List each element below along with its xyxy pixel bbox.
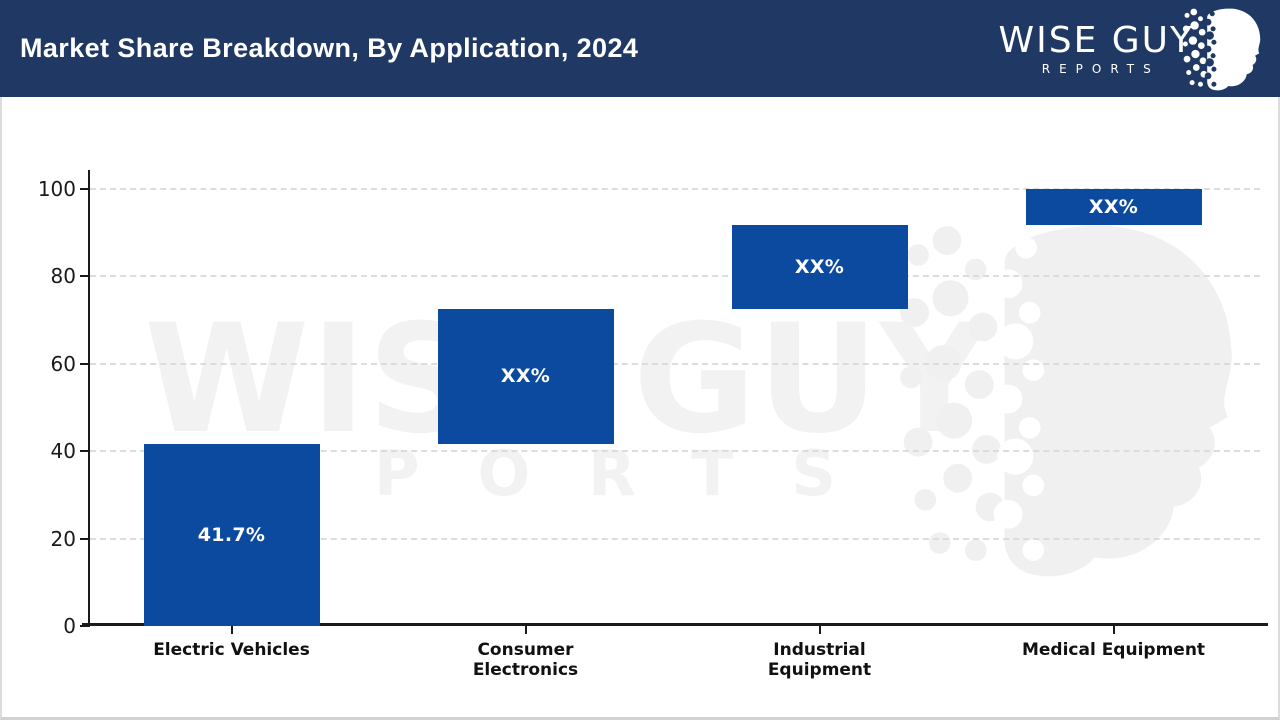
- y-tick-label-0: 0: [63, 614, 76, 638]
- header: Market Share Breakdown, By Application, …: [0, 0, 1280, 97]
- y-tick-0: [80, 625, 90, 627]
- watermark-subtitle: PORTS: [374, 437, 895, 510]
- y-tick-label-60: 60: [50, 351, 76, 376]
- x-tick-medical-equipment: [1112, 626, 1115, 634]
- x-tick-electric-vehicles: [230, 626, 233, 634]
- logo-text: WISE GUY REPORTS: [998, 19, 1195, 76]
- wise-guy-logo: WISE GUY REPORTS: [999, 6, 1267, 92]
- gridline-60: [90, 362, 1260, 365]
- y-axis-spine: [88, 170, 90, 626]
- x-tick-industrial-equipment: [818, 626, 821, 634]
- watermark-head-icon: [900, 225, 1232, 577]
- y-tick-20: [80, 537, 90, 540]
- bar-consumer-electronics: XX%: [437, 308, 614, 444]
- x-category-label-electric-vehicles: Electric Vehicles: [153, 640, 310, 660]
- x-tick-consumer-electronics: [524, 626, 527, 634]
- y-tick-40: [80, 450, 90, 452]
- bar-electric-vehicles: 41.7%: [143, 443, 320, 626]
- gridline-100: [90, 187, 1260, 190]
- x-category-label-medical-equipment: Medical Equipment: [1021, 640, 1206, 660]
- gridline-80: [90, 275, 1260, 277]
- logo-head-icon: [1182, 8, 1261, 90]
- x-axis-spine: [82, 623, 1268, 626]
- y-tick-label-80: 80: [50, 264, 76, 288]
- gridline-40: [90, 450, 1260, 452]
- y-tick-60: [80, 362, 90, 365]
- bar-value-label-consumer-electronics: XX%: [500, 365, 551, 388]
- gridline-20: [90, 537, 1260, 540]
- page-title: Market Share Breakdown, By Application, …: [20, 33, 639, 63]
- bar-value-label-medical-equipment: XX%: [1088, 195, 1139, 218]
- waterfall-bar-chart: 0 20 40 60 80 100 41.7% Electric Vehicles XX% Con…: [38, 170, 1268, 680]
- logo-subtitle: REPORTS: [1041, 61, 1160, 76]
- y-tick-label-100: 100: [37, 176, 76, 201]
- bar-value-label-electric-vehicles: 41.7%: [197, 523, 266, 546]
- y-tick-label-20: 20: [50, 526, 76, 551]
- x-category-label-industrial-equipment: Industrial Equipment: [767, 640, 872, 681]
- bar-medical-equipment: XX%: [1025, 188, 1202, 225]
- y-tick-label-40: 40: [50, 439, 76, 463]
- y-tick-80: [80, 275, 90, 277]
- x-category-label-consumer-electronics: Consumer Electronics: [472, 640, 579, 681]
- y-tick-100: [80, 187, 90, 190]
- chart-area: WISE GUY PORTS 0 20 40 60 8: [0, 97, 1280, 720]
- bar-value-label-industrial-equipment: XX%: [794, 255, 845, 278]
- logo-wordmark: WISE GUY: [998, 19, 1194, 61]
- bar-industrial-equipment: XX%: [731, 224, 908, 309]
